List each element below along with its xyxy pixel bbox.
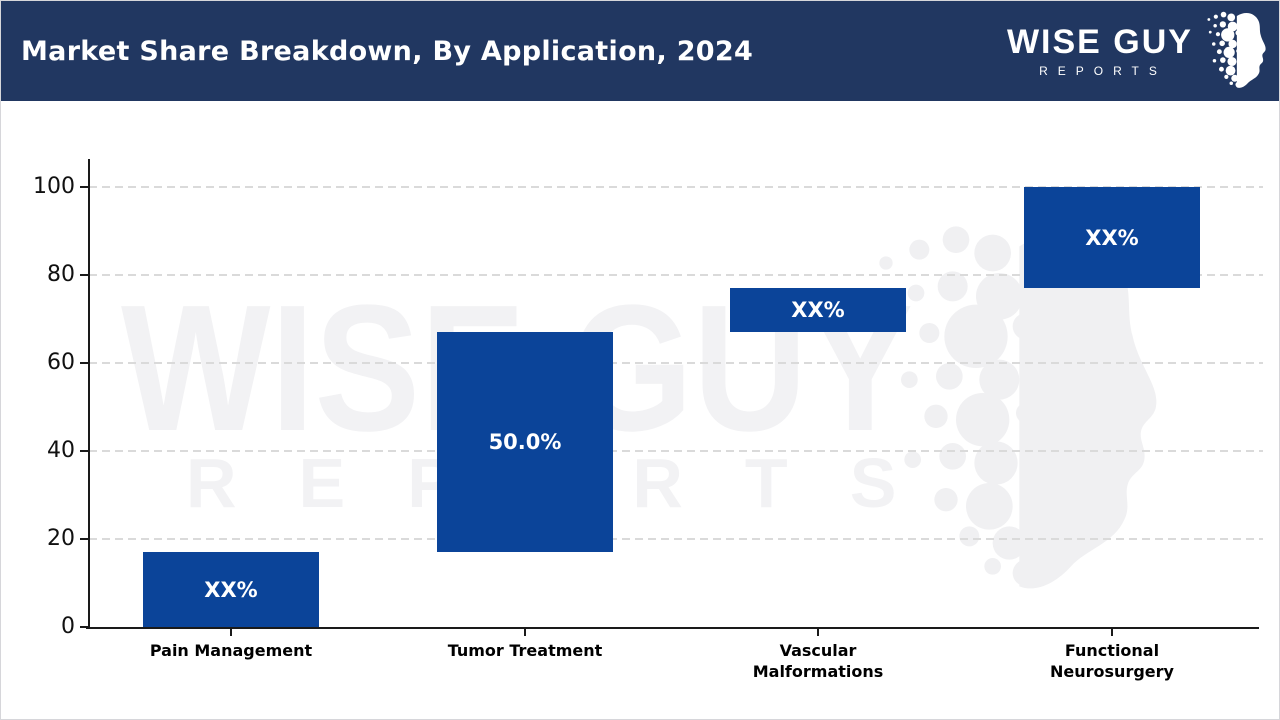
bar-value-label: XX% bbox=[1085, 225, 1139, 250]
waterfall-bar bbox=[730, 288, 906, 333]
logo-text: WISE GUY REPORTS bbox=[1007, 25, 1193, 78]
bar-value-label: XX% bbox=[204, 577, 258, 602]
page-title: Market Share Breakdown, By Application, … bbox=[21, 35, 754, 67]
y-axis-tick-label: 100 bbox=[33, 174, 75, 199]
y-axis-tick bbox=[80, 274, 88, 276]
logo-wordmark: WISE GUY bbox=[1006, 22, 1193, 61]
y-axis-tick-label: 20 bbox=[47, 526, 75, 551]
logo-head-icon bbox=[1207, 11, 1266, 88]
y-axis-tick-label: 60 bbox=[47, 350, 75, 375]
bar-value-label: 50.0% bbox=[488, 430, 562, 455]
gridline bbox=[89, 538, 1263, 540]
x-axis-tick bbox=[230, 629, 232, 636]
x-axis-line bbox=[86, 627, 1259, 629]
gridline bbox=[89, 362, 1263, 364]
y-axis-tick bbox=[80, 626, 88, 628]
gridline bbox=[89, 450, 1263, 452]
waterfall-chart: 0 20 40 60 80 100 XX% Pain Management 50.0% Tumor… bbox=[1, 101, 1279, 719]
wiseguy-logo: WISE GUY REPORTS bbox=[1007, 9, 1271, 93]
x-axis-tick bbox=[817, 629, 819, 636]
x-axis-tick bbox=[1111, 629, 1113, 636]
header: Market Share Breakdown, By Application, … bbox=[1, 1, 1279, 101]
x-axis-category-label: Pain Management bbox=[149, 641, 313, 660]
waterfall-bar bbox=[437, 332, 613, 553]
y-axis-tick-label: 0 bbox=[61, 614, 75, 639]
logo-subtext: REPORTS bbox=[1039, 63, 1167, 78]
bar-value-label: XX% bbox=[791, 298, 845, 323]
gridline bbox=[89, 186, 1263, 188]
y-axis-tick bbox=[80, 362, 88, 364]
x-axis-category-label: Vascular Malformations bbox=[752, 641, 884, 681]
x-axis-category-label: Tumor Treatment bbox=[447, 641, 603, 660]
y-axis-tick bbox=[80, 186, 88, 188]
y-axis-tick bbox=[80, 538, 88, 540]
waterfall-bar bbox=[143, 552, 319, 627]
y-axis-tick-label: 40 bbox=[47, 438, 75, 463]
y-axis-line bbox=[88, 159, 90, 629]
gridline bbox=[89, 274, 1263, 276]
x-axis-tick bbox=[524, 629, 526, 636]
y-axis-tick-label: 80 bbox=[47, 262, 75, 287]
x-axis-category-label: Functional Neurosurgery bbox=[1050, 641, 1174, 681]
y-axis-tick bbox=[80, 450, 88, 452]
